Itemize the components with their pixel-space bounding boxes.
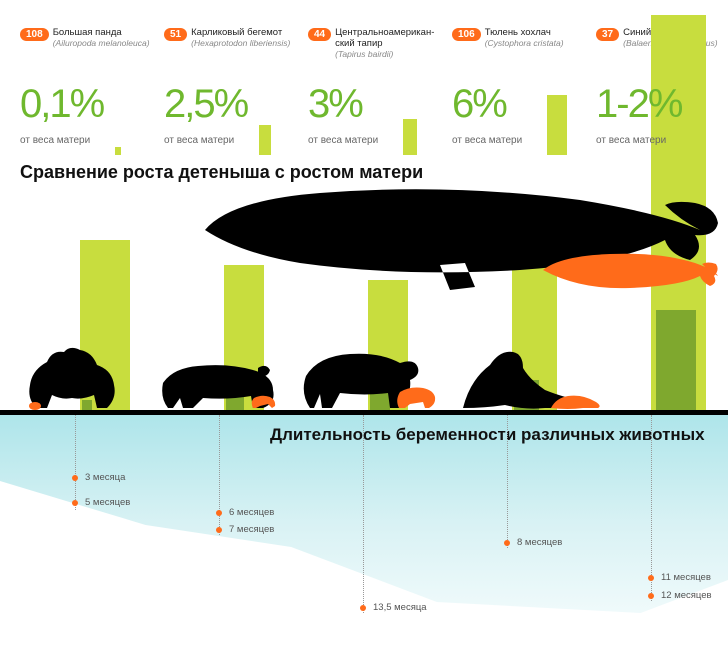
gestation-label-3-0: 8 месяцев	[517, 537, 562, 548]
gestation-label-4-1: 12 месяцев	[661, 590, 712, 601]
species-name: Центральноамерикан-ский тапир(Tapirus ba…	[335, 28, 434, 61]
weight-pct-bar-3	[547, 95, 567, 155]
infographic-root: 108 Большая панда(Ailuropoda melanoleuca)…	[0, 0, 728, 655]
gestation-line-0	[75, 415, 76, 510]
badge-number: 108	[20, 28, 49, 41]
weight-pct-1: 2,5%	[164, 82, 247, 127]
species-badge-2: 44 Центральноамерикан-ский тапир(Tapirus …	[308, 28, 434, 61]
pct-subtext-1: от веса матери	[164, 135, 234, 146]
badge-number: 44	[308, 28, 331, 41]
gestation-line-1	[219, 415, 220, 535]
weight-pct-4: 1-2%	[596, 82, 681, 127]
whale-baby	[540, 248, 720, 293]
weight-pct-bar-0	[115, 147, 121, 155]
species-name: Карликовый бегемот(Hexaprotodon liberien…	[191, 28, 290, 50]
baby-bar-4	[656, 310, 696, 410]
species-badge-0: 108 Большая панда(Ailuropoda melanoleuca)	[20, 28, 150, 50]
hippo-baby	[250, 392, 278, 410]
seal-baby	[548, 390, 603, 410]
panda-baby	[28, 400, 43, 410]
species-badge-3: 106 Тюлень хохлач(Cystophora cristata)	[452, 28, 564, 50]
pct-subtext-3: от веса матери	[452, 135, 522, 146]
gestation-dot-4-1	[648, 593, 654, 599]
weight-pct-bar-1	[259, 125, 271, 155]
weight-pct-3: 6%	[452, 82, 506, 127]
gestation-line-2	[363, 415, 364, 613]
gestation-line-4	[651, 415, 652, 601]
ground-line	[0, 410, 728, 415]
gestation-label-2-0: 13,5 месяца	[373, 602, 427, 613]
badge-number: 51	[164, 28, 187, 41]
title-gestation: Длительность беременности различных живо…	[270, 425, 705, 445]
weight-pct-bar-2	[403, 119, 417, 155]
gestation-line-3	[507, 415, 508, 548]
badge-number: 37	[596, 28, 619, 41]
species-badge-1: 51 Карликовый бегемот(Hexaprotodon liberi…	[164, 28, 290, 50]
gestation-label-1-1: 7 месяцев	[229, 524, 274, 535]
pct-subtext-0: от веса матери	[20, 135, 90, 146]
species-name: Большая панда(Ailuropoda melanoleuca)	[53, 28, 150, 50]
gestation-dot-1-0	[216, 510, 222, 516]
gestation-dot-3-0	[504, 540, 510, 546]
weight-pct-0: 0,1%	[20, 82, 103, 127]
gestation-label-0-1: 5 месяцев	[85, 497, 130, 508]
gestation-label-4-0: 11 месяцев	[661, 572, 711, 583]
species-name: Тюлень хохлач(Cystophora cristata)	[485, 28, 564, 50]
tapir-baby	[395, 382, 437, 410]
weight-pct-2: 3%	[308, 82, 362, 127]
gestation-dot-0-1	[72, 500, 78, 506]
water-bg	[0, 415, 728, 635]
gestation-label-1-0: 6 месяцев	[229, 507, 274, 518]
badge-number: 106	[452, 28, 481, 41]
gestation-dot-2-0	[360, 605, 366, 611]
gestation-dot-0-0	[72, 475, 78, 481]
pct-subtext-4: от веса матери	[596, 135, 666, 146]
gestation-dot-1-1	[216, 527, 222, 533]
gestation-dot-4-0	[648, 575, 654, 581]
pct-subtext-2: от веса матери	[308, 135, 378, 146]
gestation-label-0-0: 3 месяца	[85, 472, 125, 483]
